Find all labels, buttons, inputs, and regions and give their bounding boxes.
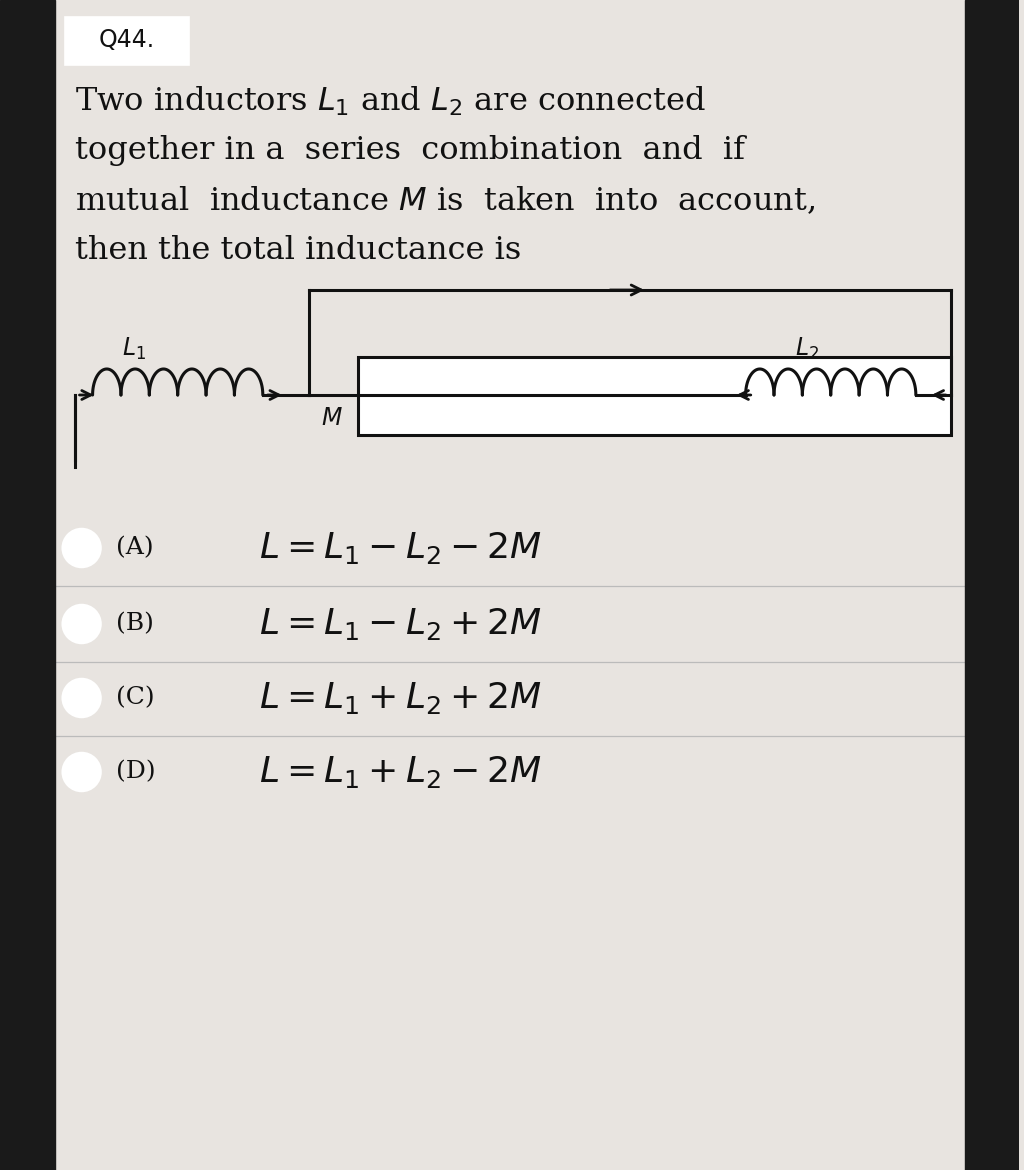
Circle shape (62, 529, 100, 567)
Text: $\it{L}_1$: $\it{L}_1$ (123, 336, 146, 362)
Text: $L = L_1 + L_2 + 2M$: $L = L_1 + L_2 + 2M$ (259, 680, 542, 716)
Circle shape (62, 753, 100, 791)
Text: $L = L_1 - L_2 + 2M$: $L = L_1 - L_2 + 2M$ (259, 606, 542, 642)
Text: (D): (D) (117, 760, 156, 784)
Text: (C): (C) (117, 687, 155, 709)
Bar (358, 357, 950, 435)
Text: (B): (B) (117, 613, 155, 635)
Text: $\it{L}_2$: $\it{L}_2$ (796, 336, 819, 362)
Text: Two inductors $L_1$ and $L_2$ are connected: Two inductors $L_1$ and $L_2$ are connec… (75, 85, 706, 118)
Bar (65, 18, 189, 66)
Text: $\it{M}$: $\it{M}$ (321, 407, 342, 431)
Bar (965, 0, 1019, 1170)
Text: $L = L_1 - L_2 - 2M$: $L = L_1 - L_2 - 2M$ (259, 530, 542, 566)
Text: (A): (A) (117, 537, 154, 559)
Circle shape (62, 679, 100, 717)
Circle shape (62, 605, 100, 644)
Text: together in a  series  combination  and  if: together in a series combination and if (75, 135, 744, 166)
Text: then the total inductance is: then the total inductance is (75, 235, 521, 266)
Bar (0, 0, 54, 1170)
Text: Q44.: Q44. (99, 28, 155, 51)
Text: mutual  inductance $M$ is  taken  into  account,: mutual inductance $M$ is taken into acco… (75, 185, 815, 216)
Text: $L = L_1 + L_2 - 2M$: $L = L_1 + L_2 - 2M$ (259, 753, 542, 790)
